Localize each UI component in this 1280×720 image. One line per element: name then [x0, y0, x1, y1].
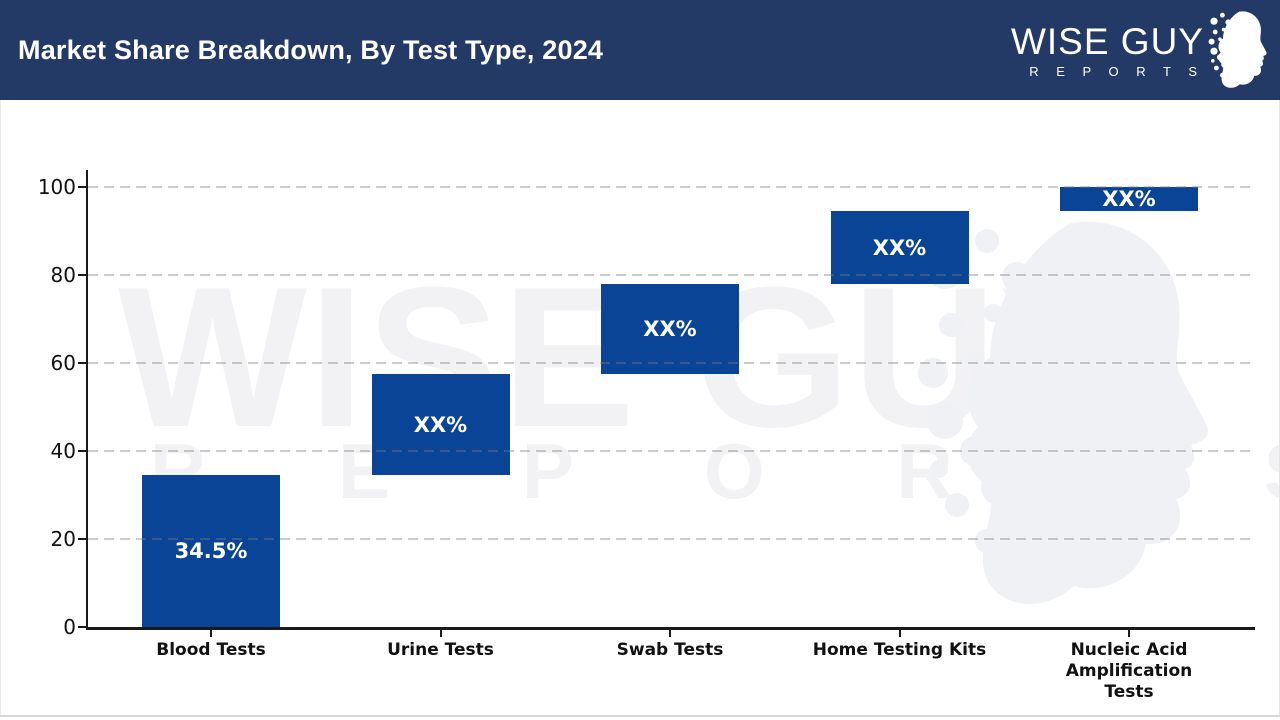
header: Market Share Breakdown, By Test Type, 20…	[0, 0, 1280, 100]
gridline-40	[88, 450, 1254, 452]
y-tick-40	[78, 450, 87, 452]
y-tick-label: 40	[50, 439, 76, 463]
y-tick-100	[78, 186, 87, 188]
y-tick-label: 80	[50, 263, 76, 287]
bottom-border	[0, 715, 1280, 717]
x-tick-3	[669, 630, 671, 637]
brand-name: WISE GUY	[1010, 20, 1204, 62]
bar-3	[601, 283, 739, 374]
x-tick-2	[439, 630, 442, 637]
bar-value-label: 34.5%	[174, 539, 248, 564]
x-axis-line	[86, 627, 1255, 630]
x-tick-1	[210, 630, 212, 637]
y-tick-20	[78, 538, 87, 540]
gridline-100	[88, 186, 1254, 188]
x-tick-label: Nucleic Acid Amplification Tests	[1065, 640, 1193, 702]
y-tick-label: 20	[50, 527, 76, 551]
brand-face-icon	[1208, 11, 1267, 88]
brand-logo: WISE GUY R E P O R T S	[1011, 8, 1270, 92]
y-tick-label: 0	[63, 615, 76, 639]
bar-value-label: XX%	[413, 412, 468, 437]
bar-1	[142, 475, 280, 627]
chart-title: Market Share Breakdown, By Test Type, 20…	[18, 34, 604, 65]
gridline-20	[88, 538, 1254, 540]
bar-4	[830, 211, 969, 284]
bar-5	[1060, 187, 1198, 212]
y-tick-0	[78, 626, 87, 628]
x-tick-label: Urine Tests	[387, 640, 494, 660]
y-tick-label: 60	[50, 351, 76, 375]
x-tick-label: Home Testing Kits	[812, 640, 987, 660]
gridline-60	[88, 362, 1254, 364]
brand-text: WISE GUY R E P O R T S	[1011, 23, 1204, 78]
y-axis-line	[86, 170, 88, 630]
x-tick-4	[898, 630, 901, 637]
x-tick-label: Blood Tests	[156, 640, 266, 660]
x-tick-label: Swab Tests	[616, 640, 724, 660]
brand-subtitle: R E P O R T S	[1029, 63, 1204, 79]
y-tick-80	[78, 274, 87, 276]
bar-2	[371, 374, 510, 476]
gridline-80	[88, 274, 1254, 276]
y-tick-60	[78, 362, 87, 364]
bar-value-label: XX%	[1102, 187, 1156, 212]
x-tick-5	[1128, 630, 1130, 637]
y-tick-label: 100	[37, 175, 76, 199]
bar-value-label: XX%	[872, 235, 927, 260]
bar-value-label: XX%	[643, 316, 697, 341]
